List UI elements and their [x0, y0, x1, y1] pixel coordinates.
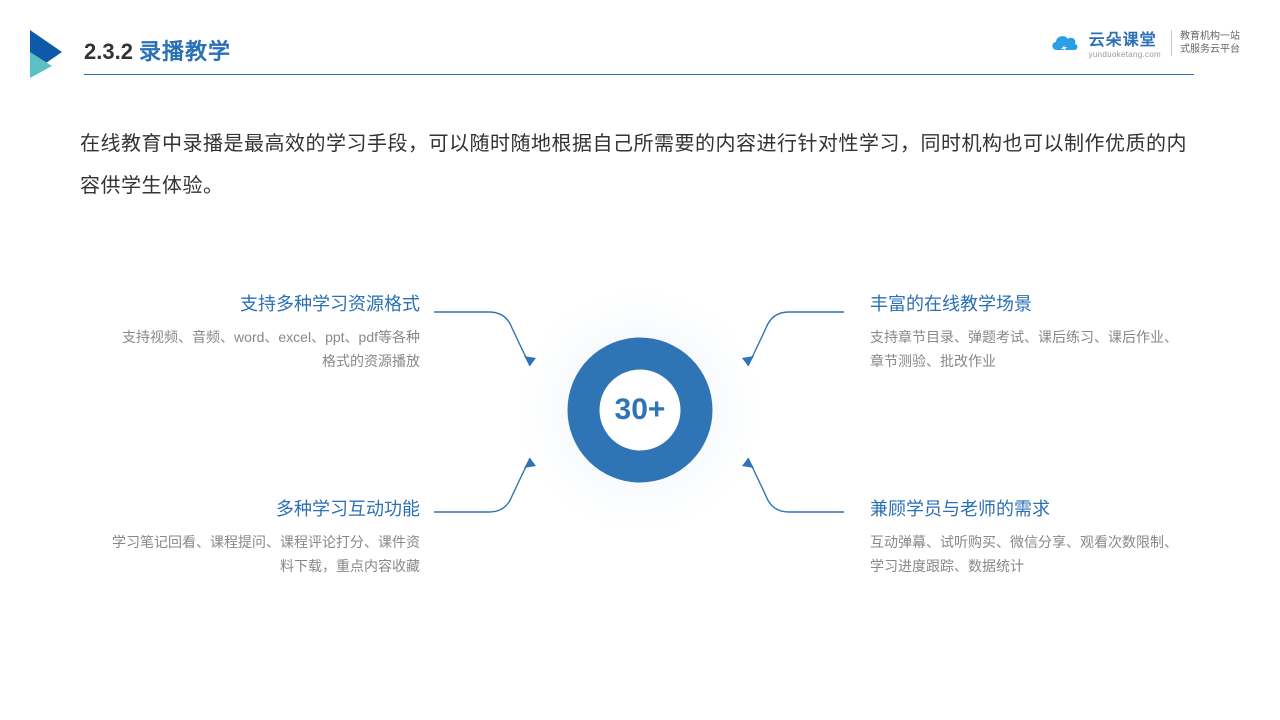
center-value: 30+: [615, 393, 666, 427]
section-number: 2.3.2: [84, 39, 133, 65]
feature-bottom-right: 兼顾学员与老师的需求 互动弹幕、试听购买、微信分享、观看次数限制、学习进度跟踪、…: [870, 495, 1180, 579]
feature-desc: 学习笔记回看、课程提问、课程评论打分、课件资料下载，重点内容收藏: [110, 531, 420, 579]
feature-desc: 互动弹幕、试听购买、微信分享、观看次数限制、学习进度跟踪、数据统计: [870, 531, 1180, 579]
tagline-line2: 式服务云平台: [1180, 44, 1240, 55]
feature-title: 兼顾学员与老师的需求: [870, 495, 1180, 521]
feature-title: 多种学习互动功能: [110, 495, 420, 521]
section-title: 录播教学: [139, 34, 231, 66]
play-bullet-icon: [30, 30, 64, 78]
feature-title: 丰富的在线教学场景: [870, 290, 1180, 316]
feature-top-right: 丰富的在线教学场景 支持章节目录、弹题考试、课后练习、课后作业、章节测验、批改作…: [870, 290, 1180, 374]
feature-desc: 支持章节目录、弹题考试、课后练习、课后作业、章节测验、批改作业: [870, 326, 1180, 374]
tagline-line1: 教育机构一站: [1180, 31, 1240, 42]
feature-bottom-left: 多种学习互动功能 学习笔记回看、课程提问、课程评论打分、课件资料下载，重点内容收…: [110, 495, 420, 579]
title-underline: [84, 74, 1194, 75]
feature-title: 支持多种学习资源格式: [110, 290, 420, 316]
feature-desc: 支持视频、音频、word、excel、ppt、pdf等各种格式的资源播放: [110, 326, 420, 374]
brand-name: 云朵课堂: [1089, 26, 1161, 50]
brand-tagline: 教育机构一站 式服务云平台: [1171, 30, 1240, 56]
center-diagram: 30+: [520, 290, 760, 530]
brand-text: 云朵课堂 yunduoketang.com: [1089, 26, 1161, 59]
brand-domain: yunduoketang.com: [1089, 50, 1161, 59]
cloud-icon: [1049, 32, 1079, 54]
feature-top-left: 支持多种学习资源格式 支持视频、音频、word、excel、ppt、pdf等各种…: [110, 290, 420, 374]
brand-logo: 云朵课堂 yunduoketang.com 教育机构一站 式服务云平台: [1049, 26, 1240, 59]
intro-paragraph: 在线教育中录播是最高效的学习手段，可以随时随地根据自己所需要的内容进行针对性学习…: [80, 123, 1200, 207]
